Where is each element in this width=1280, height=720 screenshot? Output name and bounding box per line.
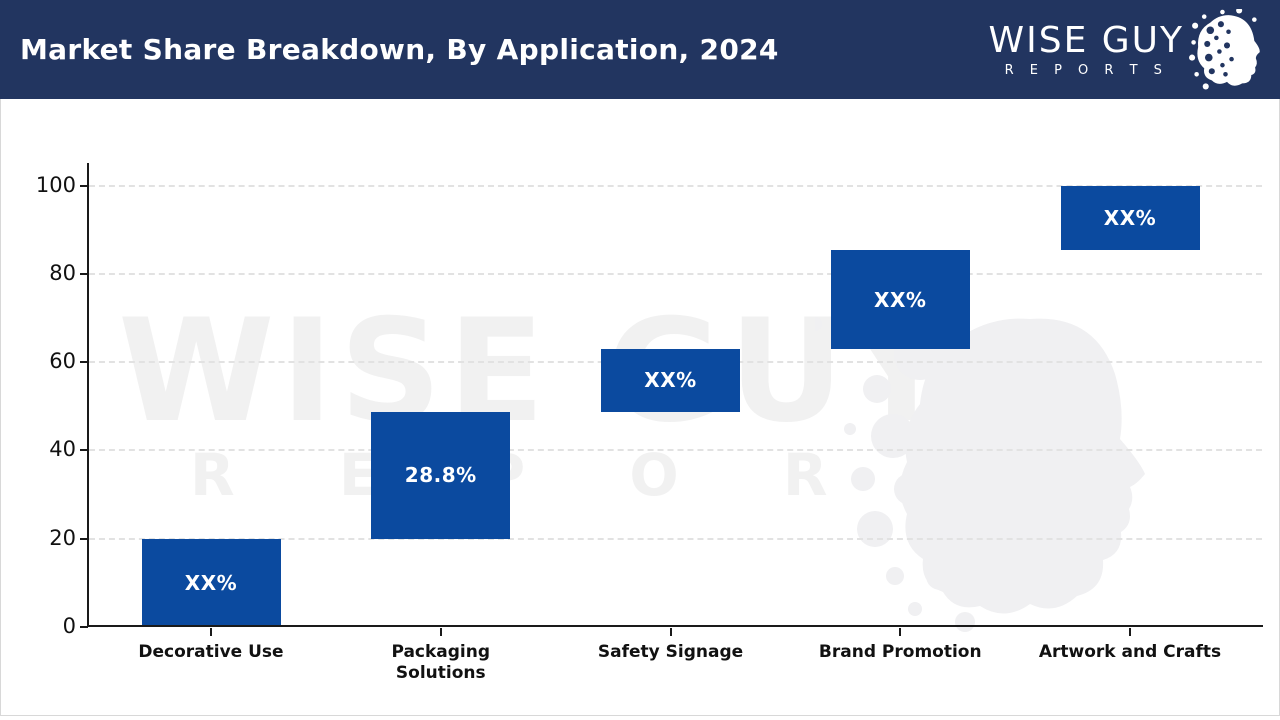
bar-value-label: 28.8%: [404, 463, 477, 488]
x-tick-label: Brand Promotion: [780, 642, 1020, 663]
bar: XX%: [601, 348, 740, 412]
y-axis-tick: [80, 272, 88, 275]
watermark-text-line1: WISE GUY: [118, 289, 959, 454]
gridline: [89, 184, 1262, 187]
x-axis-tick: [1129, 628, 1131, 636]
bar-value-label: XX%: [644, 368, 697, 393]
x-tick-label-line: Solutions: [395, 663, 486, 683]
y-axis-tick: [80, 449, 88, 452]
x-tick-label: Packaging Solutions: [321, 642, 561, 684]
y-axis-line: [87, 163, 89, 627]
y-tick-label: 20: [49, 525, 76, 550]
bar-value-label: XX%: [184, 570, 238, 595]
y-axis-tick: [80, 184, 88, 187]
bar: 28.8%: [371, 411, 511, 539]
y-axis-tick: [80, 626, 88, 628]
x-tick-label: Artwork and Crafts: [1010, 642, 1250, 663]
header-band: Market Share Breakdown, By Application, …: [0, 0, 1280, 99]
x-tick-label-line: Brand Promotion: [818, 642, 982, 662]
wiseguy-logo-sub: R E P O R T S: [1004, 62, 1168, 78]
bar: XX%: [1060, 185, 1200, 251]
y-tick-label: 40: [49, 437, 76, 462]
x-tick-label: Safety Signage: [551, 642, 791, 663]
y-tick-label: 60: [49, 349, 76, 374]
x-axis-tick: [899, 628, 902, 636]
wiseguy-logo-name: WISE GUY: [988, 19, 1184, 61]
y-tick-label: 100: [35, 172, 76, 197]
y-tick-label: 80: [49, 260, 76, 285]
gridline: [89, 272, 1262, 275]
bar: XX%: [141, 538, 281, 627]
bottom-border: [0, 715, 1280, 716]
wiseguy-head-logo-icon: [1189, 9, 1260, 90]
y-axis-tick: [80, 361, 88, 364]
x-axis-tick: [669, 628, 672, 636]
wiseguy-logo-text: WISE GUY R E P O R T S: [988, 19, 1185, 78]
x-axis-line: [87, 625, 1263, 627]
gridline: [89, 537, 1262, 540]
x-tick-label-line: Decorative Use: [138, 642, 284, 662]
bar-value-label: XX%: [874, 287, 927, 312]
x-tick-label: Decorative Use: [91, 642, 331, 663]
x-tick-label-line: Artwork and Crafts: [1038, 642, 1222, 662]
x-tick-label-line: Packaging: [391, 642, 491, 662]
x-axis-tick: [210, 628, 212, 636]
bar-value-label: XX%: [1103, 205, 1157, 230]
left-border: [0, 99, 1, 716]
watermark-head-icon: [815, 317, 1145, 632]
x-axis-tick: [439, 628, 442, 636]
y-tick-label: 0: [62, 614, 76, 638]
x-tick-label-line: Safety Signage: [597, 642, 744, 662]
y-axis-tick: [80, 537, 88, 540]
page-title: Market Share Breakdown, By Application, …: [20, 33, 779, 66]
waterfall-chart: WISE GUY R E P O R T S 0 20 40 60 80 100 XX% De…: [0, 99, 1280, 715]
wiseguy-logo: WISE GUY R E P O R T S: [989, 9, 1267, 91]
bar: XX%: [830, 250, 970, 349]
gridline: [89, 449, 1262, 452]
